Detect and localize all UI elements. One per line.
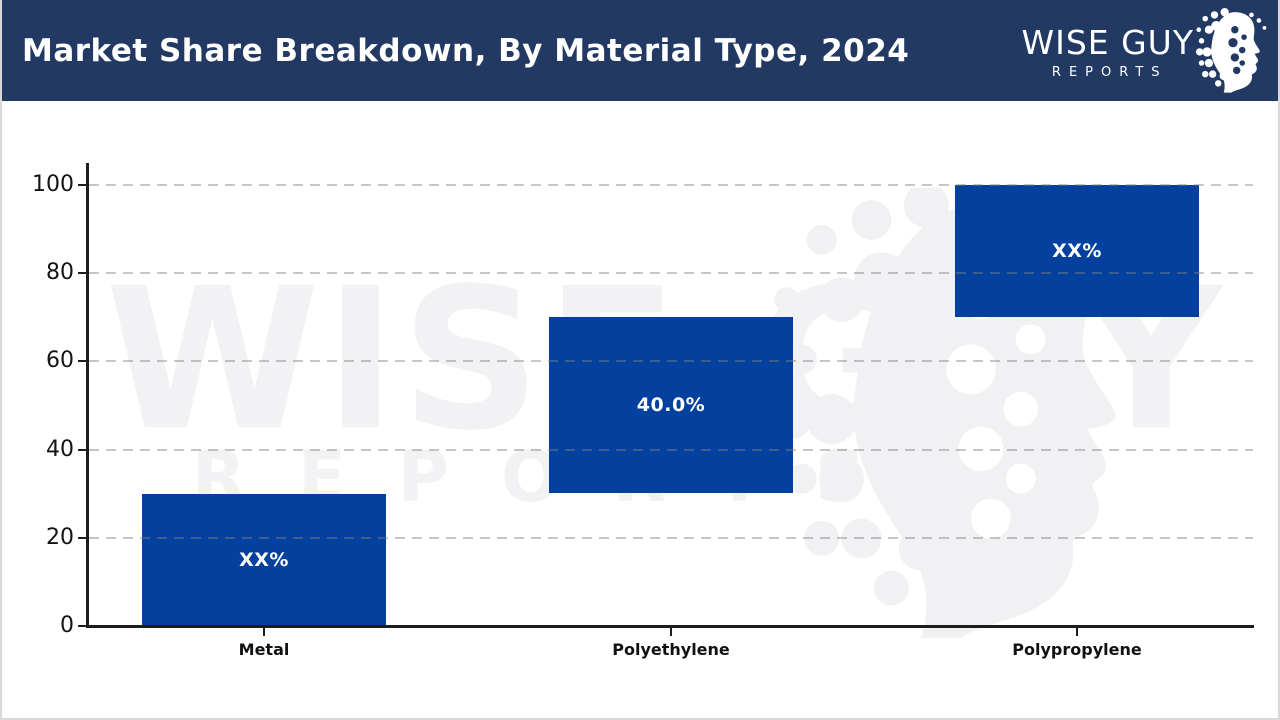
y-tick-40 [78, 448, 87, 451]
x-axis-label-polypropylene: Polypropylene [1012, 640, 1142, 659]
x-axis-label-polyethylene: Polyethylene [612, 640, 730, 659]
logo-face-icon [1196, 8, 1270, 94]
x-axis-spine [86, 625, 1254, 628]
y-tick-100 [78, 184, 87, 186]
y-axis-tick-label: 0 [60, 613, 74, 638]
y-tick-0 [78, 625, 87, 627]
gridline-100 [89, 184, 1253, 186]
bar-value-label: XX% [239, 549, 289, 571]
y-axis-spine [86, 163, 89, 628]
bar-value-label: 40.0% [636, 394, 706, 416]
y-axis-tick-label: 20 [46, 524, 74, 550]
x-tick-metal [263, 628, 265, 636]
y-tick-60 [78, 360, 87, 363]
y-axis-tick-label: 60 [46, 348, 74, 374]
bar-value-label: XX% [1052, 240, 1102, 262]
x-axis-label-metal: Metal [238, 640, 290, 659]
y-tick-80 [78, 272, 87, 275]
bar-metal: XX% [142, 494, 386, 626]
y-axis-tick-label: 80 [46, 260, 74, 286]
bar-polyethylene: 40.0% [549, 317, 793, 493]
gridline-20 [89, 536, 1253, 539]
y-tick-20 [78, 536, 87, 539]
y-axis-tick-label: 100 [32, 172, 74, 197]
gridline-60 [89, 360, 1253, 363]
gridline-80 [89, 272, 1253, 275]
logo-text: WISE GUY REPORTS [1021, 23, 1194, 80]
logo-wordmark: WISE GUY [1021, 22, 1194, 62]
chart-title: Market Share Breakdown, By Material Type… [22, 32, 910, 69]
gridline-40 [89, 448, 1253, 451]
bar-polypropylene: XX% [955, 185, 1199, 317]
x-tick-polypropylene [1076, 628, 1078, 636]
x-tick-polyethylene [670, 628, 672, 636]
wise-guy-logo: WISE GUY REPORTS [1021, 6, 1270, 96]
y-axis-tick-label: 40 [46, 436, 74, 462]
header-bar: Market Share Breakdown, By Material Type… [0, 0, 1280, 101]
logo-subtext: REPORTS [1051, 64, 1168, 80]
